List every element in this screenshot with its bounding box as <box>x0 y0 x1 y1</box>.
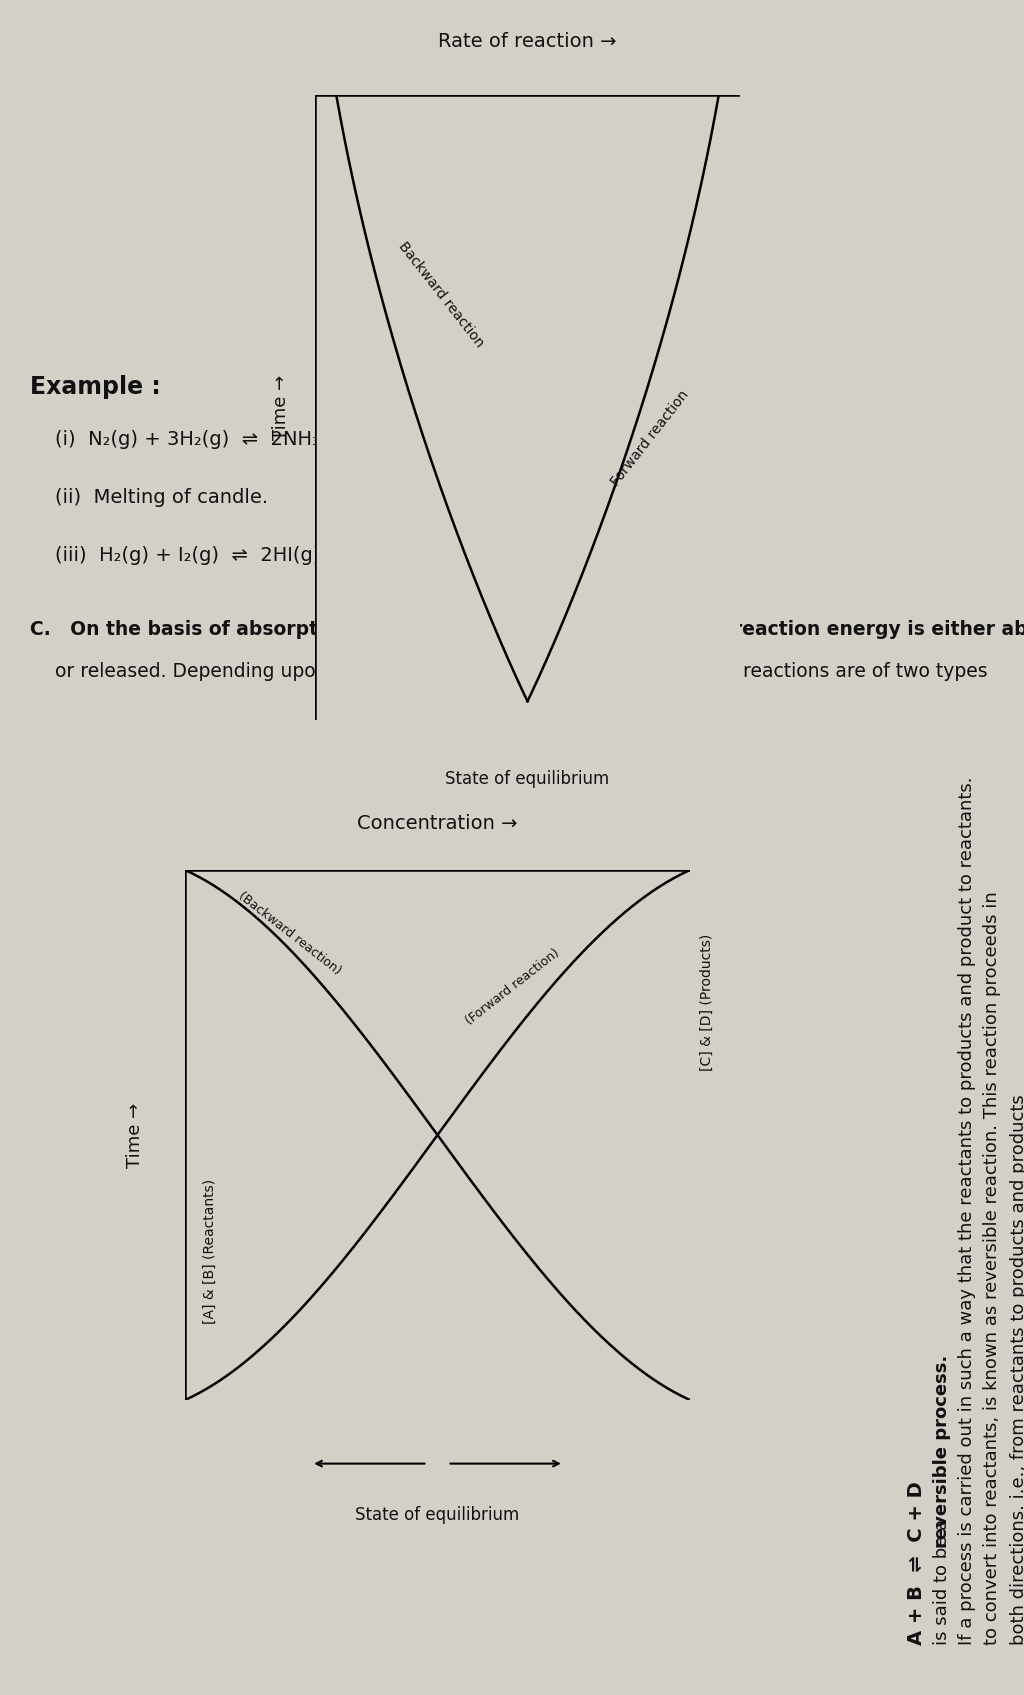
Text: (Forward reaction): (Forward reaction) <box>463 946 561 1027</box>
Text: Example :: Example : <box>30 375 161 398</box>
Text: or released. Depending upon the energy absorbed or released, chemical reactions : or released. Depending upon the energy a… <box>55 663 987 681</box>
Text: reversible process.: reversible process. <box>933 1354 951 1548</box>
Text: A + B  ⇌  C + D: A + B ⇌ C + D <box>907 1481 926 1646</box>
Text: State of equilibrium: State of equilibrium <box>355 1505 519 1524</box>
Text: Forward reaction: Forward reaction <box>608 388 691 490</box>
Text: [A] & [B] (Reactants): [A] & [B] (Reactants) <box>203 1180 217 1324</box>
Text: Time →: Time → <box>272 375 290 441</box>
Text: Rate of reaction →: Rate of reaction → <box>438 32 616 51</box>
Text: Backward reaction: Backward reaction <box>395 239 486 351</box>
Text: (Backward reaction): (Backward reaction) <box>236 890 343 978</box>
Text: (iii)  H₂(g) + I₂(g)  ⇌  2HI(g): (iii) H₂(g) + I₂(g) ⇌ 2HI(g) <box>55 546 321 564</box>
Text: to convert into reactants, is known as reversible reaction. This reaction procee: to convert into reactants, is known as r… <box>983 892 1001 1646</box>
Text: is said to be a: is said to be a <box>933 1514 951 1646</box>
Text: If a process is carried out in such a way that the reactants to products and pro: If a process is carried out in such a wa… <box>958 776 976 1646</box>
Text: Concentration →: Concentration → <box>357 814 518 832</box>
Text: (i)  N₂(g) + 3H₂(g)  ⇌  2NH₃(g): (i) N₂(g) + 3H₂(g) ⇌ 2NH₃(g) <box>55 431 347 449</box>
Text: C.   On the basis of absorption or evolution of heat : In a chemical reaction en: C. On the basis of absorption or evoluti… <box>30 620 1024 639</box>
Text: [C] & [D] (Products): [C] & [D] (Products) <box>700 934 714 1071</box>
Text: both directions. i.e., from reactants to products and products: both directions. i.e., from reactants to… <box>1010 1095 1024 1646</box>
Text: Time →: Time → <box>126 1102 143 1168</box>
Text: State of equilibrium: State of equilibrium <box>445 770 609 788</box>
Text: (ii)  Melting of candle.: (ii) Melting of candle. <box>55 488 268 507</box>
